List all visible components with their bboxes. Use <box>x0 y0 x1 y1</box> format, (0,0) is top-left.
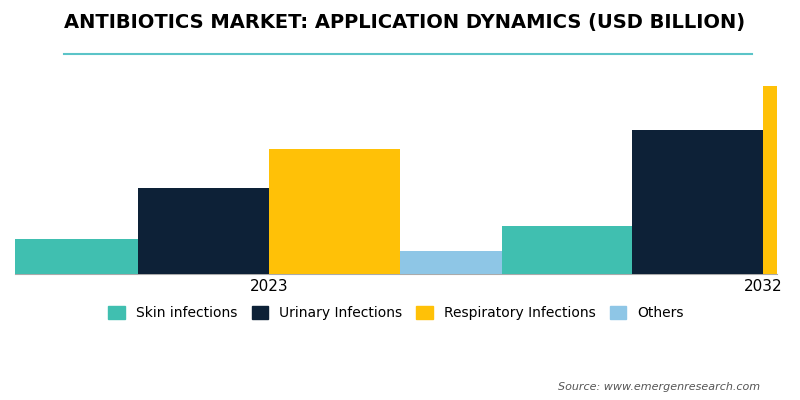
Bar <box>8 239 138 274</box>
Bar <box>400 251 530 274</box>
Bar <box>632 130 763 274</box>
Bar <box>138 188 269 274</box>
Text: Source: www.emergenresearch.com: Source: www.emergenresearch.com <box>558 382 760 392</box>
Bar <box>502 226 632 274</box>
Bar <box>269 149 400 274</box>
Text: ANTIBIOTICS MARKET: APPLICATION DYNAMICS (USD BILLION): ANTIBIOTICS MARKET: APPLICATION DYNAMICS… <box>64 13 745 32</box>
Bar <box>763 86 800 274</box>
Legend: Skin infections, Urinary Infections, Respiratory Infections, Others: Skin infections, Urinary Infections, Res… <box>103 301 690 326</box>
